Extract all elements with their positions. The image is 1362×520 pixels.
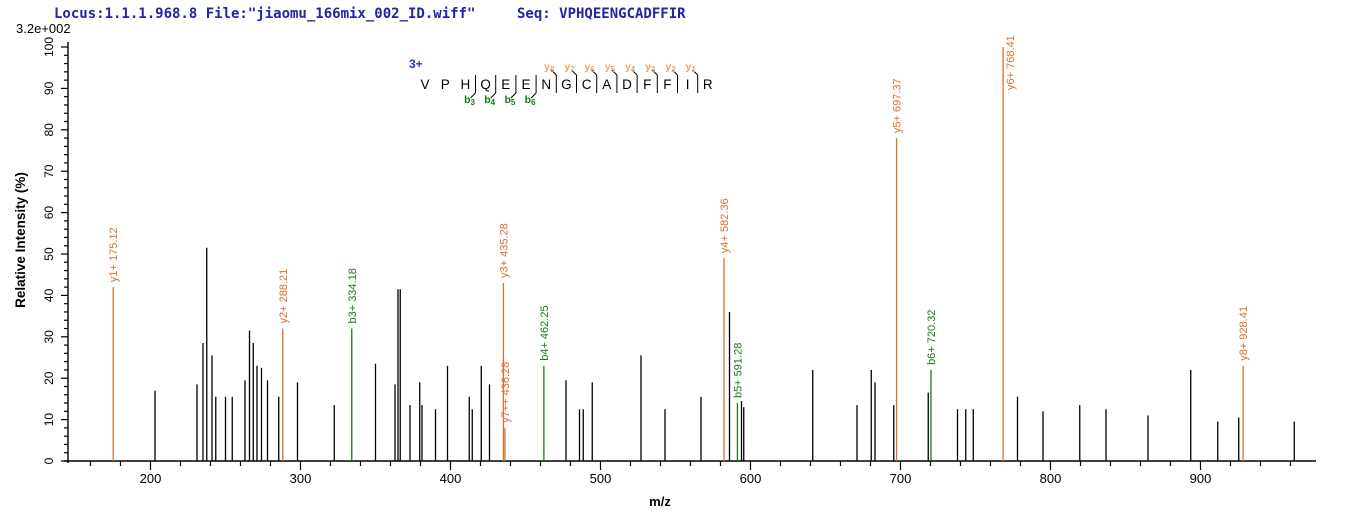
y-tick-label: 10: [42, 413, 56, 427]
b-ion-label: b3: [464, 94, 475, 107]
locus-file-header: Locus:1.1.1.968.8 File:"jiaomu_166mix_00…: [54, 6, 476, 22]
x-tick-label: 600: [740, 471, 762, 486]
y-ion-label: y4: [625, 61, 636, 74]
peak-label: y1+ 175.12: [108, 227, 120, 282]
y-ion-label: y7: [564, 61, 575, 74]
sequence-residue: E: [501, 77, 510, 92]
y-tick-label: 60: [42, 206, 56, 220]
y-ion-label: y3: [645, 61, 656, 74]
peak-label: y8+ 928.41: [1238, 306, 1250, 361]
x-tick-label: 900: [1190, 471, 1212, 486]
sequence-residue: V: [420, 77, 429, 92]
sequence-residue: C: [582, 77, 592, 92]
x-tick-label: 200: [140, 471, 162, 486]
y-divider-foot: [631, 69, 638, 76]
peak-label: y2+ 288.21: [278, 269, 290, 324]
x-tick-label: 700: [890, 471, 912, 486]
peak-label: y3+ 435.28: [498, 223, 510, 278]
y-tick-label: 30: [42, 330, 56, 344]
b-ion-label: b4: [484, 94, 495, 107]
y-ion-label: y6: [585, 61, 596, 74]
x-tick-label: 500: [590, 471, 612, 486]
b-divider-foot: [470, 92, 476, 99]
y-divider-foot: [571, 69, 577, 76]
y-divider-foot: [591, 69, 598, 76]
peak-label: b3+ 334.18: [347, 268, 359, 323]
peak-label: b5+ 591.28: [732, 343, 744, 398]
sequence-residue: D: [622, 77, 632, 92]
peak-label: y6+ 768.41: [1005, 35, 1017, 90]
y-divider-foot: [611, 69, 618, 76]
sequence-residue: F: [663, 77, 671, 92]
sequence-residue: G: [561, 77, 572, 92]
sequence-residue: F: [643, 77, 651, 92]
peak-label: y4+ 582.36: [719, 198, 731, 253]
y-tick-label: 70: [42, 164, 56, 178]
y-divider-foot: [672, 69, 678, 76]
y-tick-label: 50: [42, 247, 56, 261]
b-divider-foot: [530, 92, 537, 99]
y-axis-title: Relative Intensity (%): [13, 172, 28, 308]
sequence-residue: I: [686, 77, 690, 92]
y-ion-label: y8: [544, 61, 555, 74]
y-divider-foot: [651, 69, 658, 76]
b-divider-foot: [510, 92, 517, 99]
y-divider-foot: [692, 69, 699, 76]
y-ion-label: y5: [605, 61, 616, 74]
sequence-residue: H: [461, 77, 471, 92]
b-ion-label: b6: [525, 94, 536, 107]
y-tick-label: 100: [42, 37, 56, 57]
x-tick-label: 800: [1040, 471, 1062, 486]
sequence-residue: N: [541, 77, 551, 92]
precursor-charge: 3+: [409, 57, 423, 71]
y-tick-label: 90: [42, 81, 56, 95]
y-ion-label: y1: [686, 61, 697, 74]
sequence-residue: E: [521, 77, 530, 92]
sequence-header: Seq: VPHQEENGCADFFIR: [517, 6, 686, 22]
y-divider-foot: [550, 69, 557, 76]
sequence-residue: R: [703, 77, 713, 92]
x-axis-title: m/z: [649, 494, 671, 509]
x-tick-label: 300: [290, 471, 312, 486]
sequence-residue: Q: [480, 77, 491, 92]
sequence-residue: P: [441, 77, 450, 92]
y-tick-label: 20: [42, 371, 56, 385]
y-tick-label: 0: [42, 457, 56, 464]
b-ion-label: b5: [504, 94, 515, 107]
y-tick-label: 40: [42, 288, 56, 302]
x-tick-label: 400: [440, 471, 462, 486]
peak-label: b4+ 462.25: [539, 305, 551, 360]
sequence-residue: A: [602, 77, 611, 92]
b-divider-foot: [490, 92, 497, 99]
peak-label: y7++ 436.28: [500, 362, 512, 423]
max-intensity-value: 3.2e+002: [16, 21, 71, 36]
y-tick-label: 80: [42, 123, 56, 137]
y-ion-label: y2: [665, 61, 676, 74]
peak-label: y5+ 697.37: [892, 78, 904, 133]
peak-label: b6+ 720.32: [926, 310, 938, 365]
